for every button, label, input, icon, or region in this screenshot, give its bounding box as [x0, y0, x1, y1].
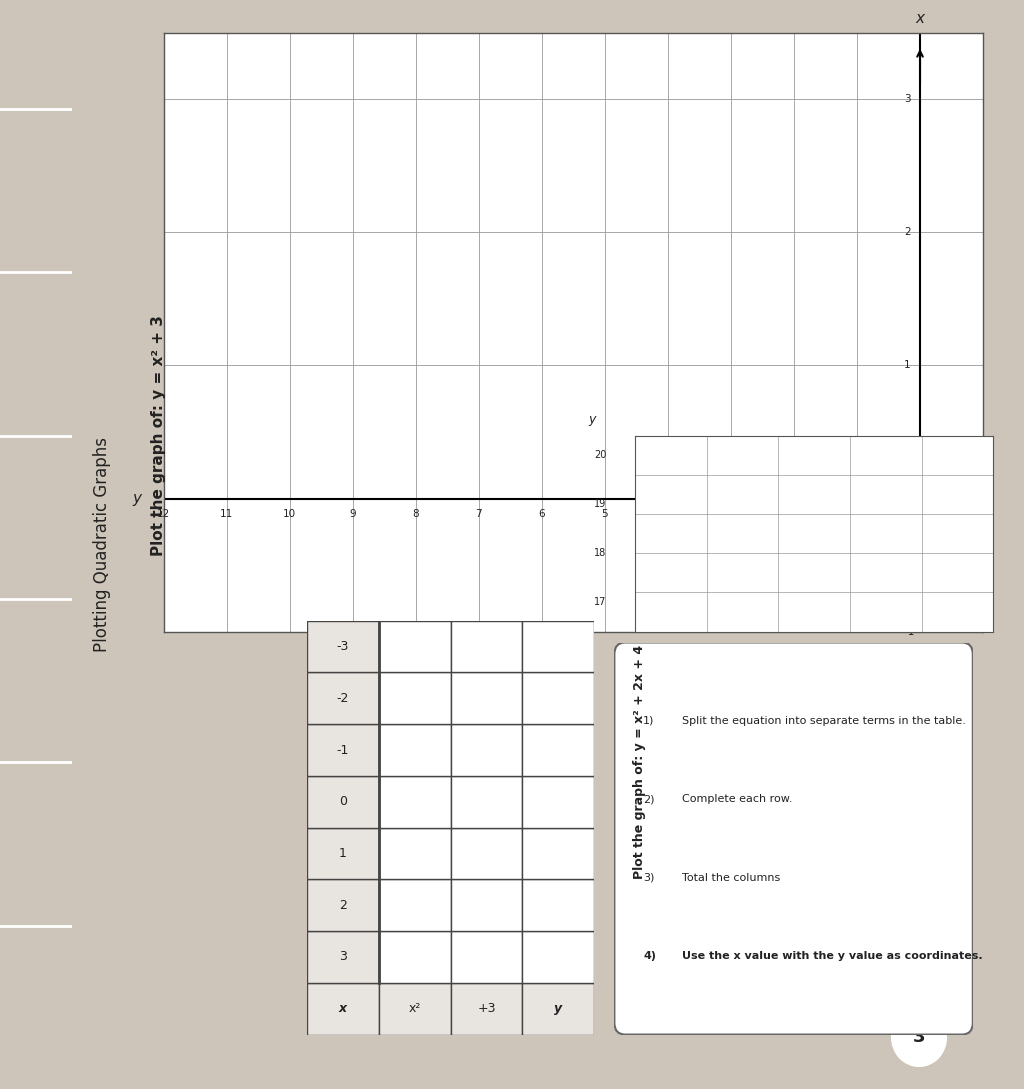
Text: 2: 2	[791, 510, 798, 519]
Text: y: y	[132, 491, 141, 506]
FancyBboxPatch shape	[614, 643, 973, 1035]
Bar	[451, 775, 522, 828]
Bar	[451, 880, 522, 931]
Bar	[522, 880, 594, 931]
Text: 10: 10	[284, 510, 296, 519]
Text: -3: -3	[337, 640, 349, 653]
Text: 4: 4	[665, 510, 672, 519]
Text: 2: 2	[339, 898, 347, 911]
Bar	[522, 931, 594, 982]
Text: 1: 1	[854, 510, 860, 519]
Text: 19: 19	[594, 499, 606, 510]
Text: 0: 0	[916, 510, 924, 519]
Text: y: y	[588, 413, 596, 426]
Bar	[379, 931, 451, 982]
Text: x: x	[339, 1002, 347, 1015]
Bar	[307, 672, 379, 724]
Text: -1: -1	[978, 510, 988, 519]
Bar	[522, 672, 594, 724]
Bar	[451, 828, 522, 880]
Bar	[522, 724, 594, 775]
Bar	[522, 982, 594, 1035]
Bar	[522, 828, 594, 880]
Text: -2: -2	[337, 692, 349, 705]
Text: 11: 11	[220, 510, 233, 519]
Text: 1): 1)	[643, 715, 654, 726]
Bar	[379, 982, 451, 1035]
Bar	[379, 724, 451, 775]
Circle shape	[564, 61, 618, 119]
Text: Plot the graph of: y = x² + 2x + 4: Plot the graph of: y = x² + 2x + 4	[634, 646, 646, 879]
Text: 6: 6	[539, 510, 545, 519]
Bar	[307, 982, 379, 1035]
Text: +3: +3	[477, 1002, 496, 1015]
Text: 3: 3	[339, 951, 347, 964]
Bar	[451, 724, 522, 775]
Text: 1: 1	[904, 360, 911, 370]
Text: 1: 1	[585, 81, 598, 99]
Bar	[307, 880, 379, 931]
Text: x²: x²	[409, 1002, 421, 1015]
Text: -1: -1	[337, 744, 349, 757]
Text: 3: 3	[912, 1028, 926, 1047]
Text: Split the equation into separate terms in the table.: Split the equation into separate terms i…	[682, 715, 967, 726]
Bar	[451, 621, 522, 673]
Text: 18: 18	[594, 548, 606, 559]
Text: 12: 12	[158, 510, 170, 519]
Text: 20: 20	[594, 450, 606, 461]
Bar	[379, 775, 451, 828]
Text: Complete each row.: Complete each row.	[682, 794, 793, 805]
Text: 17: 17	[594, 597, 606, 608]
Text: 5: 5	[602, 510, 608, 519]
Text: 3: 3	[728, 510, 734, 519]
Bar	[379, 828, 451, 880]
Bar	[307, 931, 379, 982]
Text: 4): 4)	[643, 951, 656, 962]
Bar	[451, 931, 522, 982]
Text: -1: -1	[904, 626, 914, 637]
Text: Plot the graph of: y = x² + 3: Plot the graph of: y = x² + 3	[152, 315, 166, 556]
Text: 7: 7	[475, 510, 482, 519]
Bar	[307, 828, 379, 880]
Bar	[451, 672, 522, 724]
Bar	[522, 621, 594, 673]
Bar	[307, 621, 379, 673]
Text: 2): 2)	[643, 794, 654, 805]
Text: 9: 9	[349, 510, 356, 519]
Circle shape	[892, 1008, 946, 1066]
Text: Use the x value with the y value as coordinates.: Use the x value with the y value as coor…	[682, 951, 983, 962]
Text: Plotting Quadratic Graphs: Plotting Quadratic Graphs	[93, 437, 112, 652]
Text: 3): 3)	[643, 872, 654, 883]
Bar	[307, 724, 379, 775]
Bar	[451, 982, 522, 1035]
Text: 3: 3	[904, 95, 911, 105]
Text: x: x	[915, 11, 925, 26]
Text: Total the columns: Total the columns	[682, 872, 780, 883]
Text: 8: 8	[413, 510, 419, 519]
Bar	[379, 621, 451, 673]
Text: 1: 1	[339, 847, 347, 860]
Bar	[379, 880, 451, 931]
Bar	[522, 775, 594, 828]
Text: 2: 2	[904, 228, 911, 237]
Bar	[379, 672, 451, 724]
Text: 0: 0	[339, 795, 347, 808]
Text: y: y	[554, 1002, 562, 1015]
Bar	[307, 775, 379, 828]
